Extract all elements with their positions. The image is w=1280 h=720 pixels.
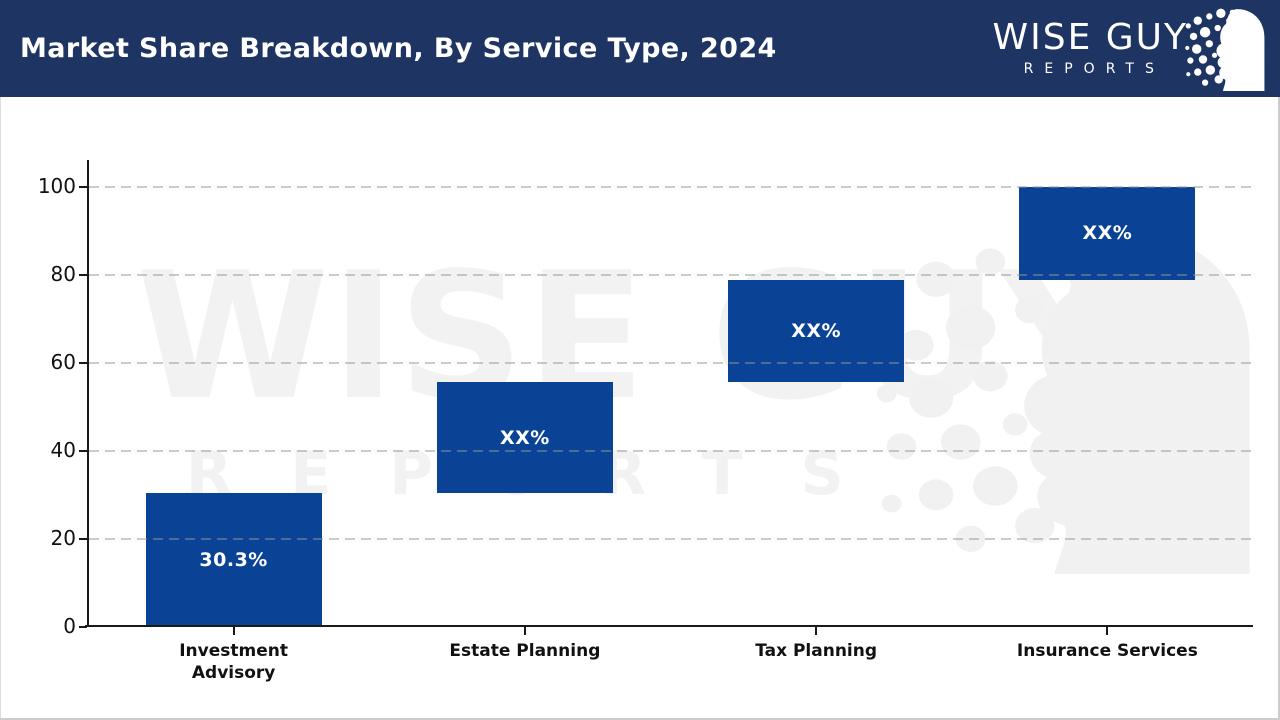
- header-bar: Market Share Breakdown, By Service Type,…: [0, 0, 1280, 97]
- card-border-right: [1278, 97, 1280, 720]
- x-category-label: Estate Planning: [449, 641, 601, 661]
- y-tick-label: 40: [50, 437, 76, 462]
- x-category-label: Tax Planning: [755, 641, 878, 661]
- gridline-20: [89, 537, 1253, 540]
- x-category-label: Investment Advisory: [179, 641, 288, 684]
- x-tick-mark: [232, 627, 235, 635]
- gridline-80: [89, 273, 1253, 276]
- y-axis-line: [87, 160, 89, 627]
- bar-insurance-services: XX%: [1019, 186, 1196, 281]
- gridline-60: [89, 361, 1253, 364]
- x-category-label: Insurance Services: [1016, 641, 1198, 661]
- bar-investment-advisory: 30.3%: [145, 493, 322, 627]
- bar-tax-planning: XX%: [728, 280, 905, 383]
- y-tick-label: 100: [37, 173, 76, 198]
- x-axis-line: [85, 625, 1253, 627]
- y-tick-mark: [79, 361, 87, 364]
- y-tick-mark: [79, 537, 87, 540]
- wise-guy-logo: WISE GUY REPORTS: [993, 7, 1267, 91]
- bar-value-label: 30.3%: [199, 548, 268, 571]
- x-tick-mark: [523, 627, 526, 635]
- bar-value-label: XX%: [1082, 222, 1133, 245]
- chart-title: Market Share Breakdown, By Service Type,…: [20, 33, 777, 64]
- card-border-bottom: [0, 718, 1280, 720]
- y-tick-label: 60: [50, 349, 76, 374]
- gridline-100: [89, 185, 1253, 188]
- x-tick-mark: [1106, 627, 1109, 635]
- logo-line2: REPORTS: [1023, 61, 1165, 77]
- gridline-40: [89, 449, 1253, 452]
- y-tick-label: 80: [50, 261, 76, 286]
- y-tick-label: 0: [63, 613, 76, 638]
- bar-estate-planning: XX%: [436, 382, 613, 494]
- y-tick-mark: [79, 625, 87, 628]
- bar-value-label: XX%: [791, 320, 842, 343]
- y-tick-mark: [79, 273, 87, 276]
- y-tick-mark: [79, 185, 87, 188]
- dotted-head-icon: [1185, 8, 1265, 91]
- x-tick-mark: [815, 627, 818, 635]
- logo-line1: WISE GUY: [992, 17, 1188, 58]
- bar-value-label: XX%: [499, 426, 550, 449]
- logo-text: WISE GUY REPORTS: [992, 17, 1189, 78]
- y-tick-mark: [79, 449, 87, 452]
- card-border-left: [0, 97, 1, 720]
- y-tick-label: 20: [50, 525, 76, 550]
